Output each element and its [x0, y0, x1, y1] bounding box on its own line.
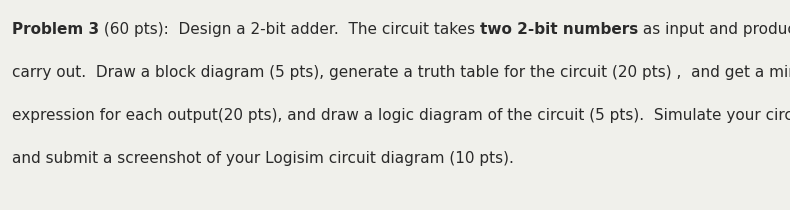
Text: as input and produces their sum and a: as input and produces their sum and a [638, 22, 790, 37]
Text: and submit a screenshot of your Logisim circuit diagram (10 pts).: and submit a screenshot of your Logisim … [12, 151, 514, 166]
Text: two 2-bit numbers: two 2-bit numbers [480, 22, 638, 37]
Text: (60 pts):  Design a 2-bit adder.  The circuit takes: (60 pts): Design a 2-bit adder. The circ… [99, 22, 480, 37]
Text: carry out.  Draw a block diagram (5 pts), generate a truth table for the circuit: carry out. Draw a block diagram (5 pts),… [12, 65, 790, 80]
Text: expression for each output(20 pts), and draw a logic diagram of the circuit (5 p: expression for each output(20 pts), and … [12, 108, 790, 123]
Text: Problem 3: Problem 3 [12, 22, 99, 37]
